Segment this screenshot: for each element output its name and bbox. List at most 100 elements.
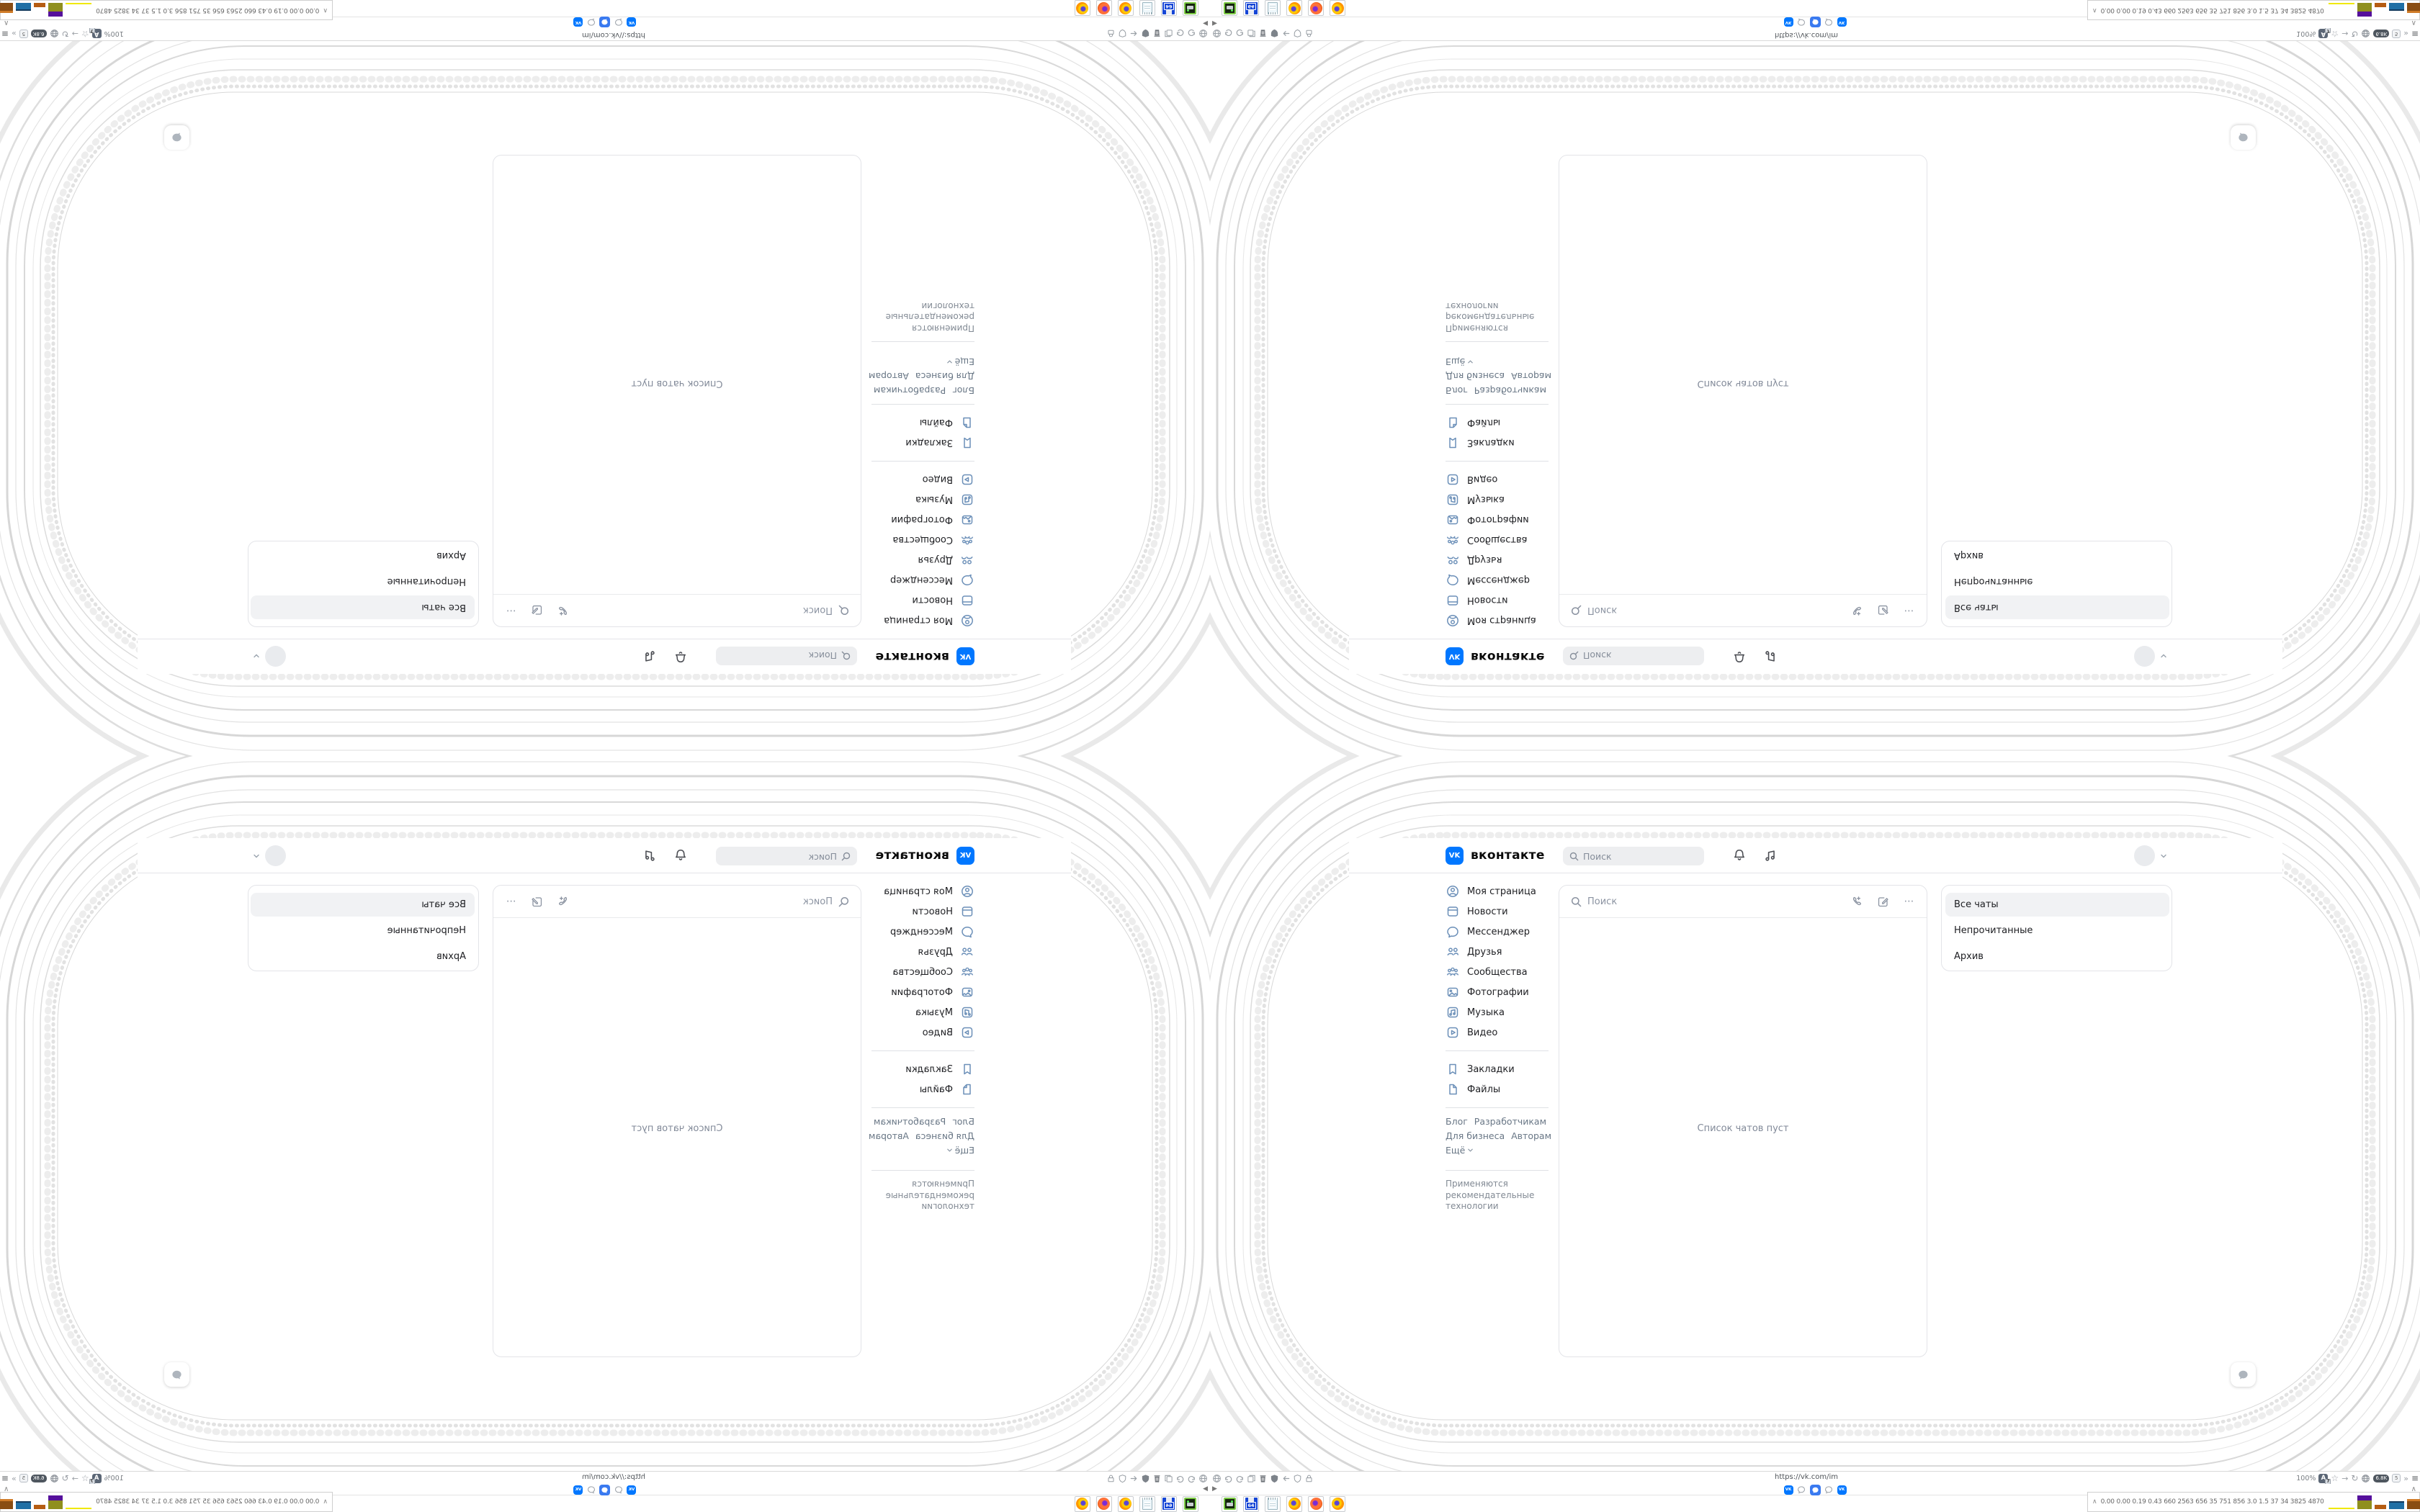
chat-search-input[interactable]: Поиск (1571, 896, 1849, 907)
sidebar-item-video[interactable]: Видео (859, 1022, 974, 1043)
hamburger-menu-icon[interactable]: ≡ (2411, 1473, 2419, 1483)
stats-badge[interactable]: 6.8K (2373, 1474, 2390, 1482)
link-more[interactable]: Ещё (1446, 1145, 1474, 1156)
link-more[interactable]: Ещё (1446, 356, 1474, 367)
header-search-input[interactable]: Поиск (1563, 847, 1704, 865)
add-call-icon[interactable] (1849, 894, 1863, 909)
link-blog[interactable]: Блог (1446, 385, 1468, 396)
copy-pages-icon[interactable] (1164, 1474, 1173, 1483)
vk-bookmark-icon[interactable]: VK (1837, 17, 1847, 27)
copy-pages-icon[interactable] (1247, 30, 1256, 39)
back-arrow-icon[interactable] (1129, 30, 1139, 39)
reload-icon[interactable]: ↻ (61, 1473, 69, 1483)
active-chat-bookmark-icon[interactable] (599, 1484, 611, 1495)
sidebar-item-messenger[interactable]: Мессенджер (859, 922, 974, 942)
sidebar-item-files[interactable]: Файлы (859, 413, 974, 433)
compose-icon[interactable] (530, 603, 544, 618)
taskbar-floppy-app[interactable]: 64 (1243, 1495, 1259, 1512)
bookmark-star-icon[interactable]: ☆ (81, 29, 89, 39)
vk-bookmark-icon[interactable]: VK (1837, 1485, 1847, 1495)
chevron-down-icon[interactable] (2160, 852, 2167, 860)
sidebar-item-friends[interactable]: Друзья (1446, 550, 1561, 570)
link-business[interactable]: Для бизнеса (1446, 1130, 1505, 1141)
more-dots-icon[interactable]: ⋯ (1904, 896, 1915, 907)
more-dots-icon[interactable]: ⋯ (505, 896, 516, 907)
taskbar-firefox-app[interactable] (1308, 0, 1324, 17)
avatar[interactable] (2134, 845, 2155, 866)
chevron-up-icon[interactable]: ∧ (2411, 1485, 2416, 1493)
taskbar-firefox-app[interactable] (1075, 1495, 1090, 1512)
vk-brand-wordmark[interactable]: вконтакте (875, 649, 949, 664)
sidebar-item-my-page[interactable]: Моя страница (1446, 881, 1561, 901)
more-dots-icon[interactable]: ⋯ (505, 605, 516, 616)
compose-icon[interactable] (530, 894, 544, 909)
sidebar-item-files[interactable]: Файлы (1446, 413, 1561, 433)
extension-badge[interactable]: 5 (2392, 30, 2401, 38)
link-more[interactable]: Ещё (946, 1145, 974, 1156)
shield-badge-icon[interactable] (1141, 1474, 1150, 1483)
filter-archive[interactable]: Архив (1954, 550, 1984, 561)
stats-badge[interactable]: 6.8K (2373, 30, 2390, 38)
sidebar-item-messenger[interactable]: Мессенджер (1446, 922, 1561, 942)
sidebar-item-my-page[interactable]: Моя страница (1446, 611, 1561, 631)
hamburger-menu-icon[interactable]: ≡ (1, 29, 9, 39)
chat-bookmark-icon[interactable] (1824, 18, 1834, 27)
hamburger-menu-icon[interactable]: ≡ (1, 1473, 9, 1483)
sidebar-item-communities[interactable]: Сообщества (1446, 530, 1561, 550)
sidebar-item-video[interactable]: Видео (1446, 1022, 1561, 1043)
extension-badge[interactable]: 5 (2392, 1474, 2401, 1482)
chat-bookmark-icon[interactable] (1797, 1485, 1806, 1495)
help-chat-button[interactable] (2231, 125, 2256, 150)
vk-bookmark-icon[interactable]: VK (573, 17, 583, 27)
shield-outline-icon[interactable] (1293, 30, 1302, 39)
sidebar-item-friends[interactable]: Друзья (859, 942, 974, 962)
globe-icon[interactable] (1198, 1474, 1208, 1483)
redo-icon[interactable] (1175, 1474, 1185, 1483)
bookmark-star-icon[interactable]: ☆ (2331, 29, 2339, 39)
sidebar-item-friends[interactable]: Друзья (1446, 942, 1561, 962)
redo-icon[interactable] (1235, 30, 1245, 39)
header-search-input[interactable]: Поиск (716, 647, 857, 665)
avatar[interactable] (265, 646, 286, 667)
active-chat-bookmark-icon[interactable] (1809, 17, 1821, 28)
vk-logo[interactable]: VK (956, 847, 974, 865)
taskbar-firefox-app[interactable] (1330, 1495, 1345, 1512)
trash-icon[interactable] (1152, 30, 1162, 39)
lock-icon[interactable] (1106, 30, 1116, 39)
link-developers[interactable]: Разработчикам (873, 385, 946, 396)
filter-all-chats[interactable]: Все чаты (1954, 602, 1999, 613)
taskbar-firefox-app[interactable] (1075, 0, 1090, 17)
forward-arrow-icon[interactable]: → (71, 29, 79, 39)
bookmark-star-icon[interactable]: ☆ (2331, 1473, 2339, 1483)
vk-bookmark-icon[interactable]: VK (1783, 1485, 1793, 1495)
help-chat-button[interactable] (2231, 1362, 2256, 1387)
taskbar-firefox-app[interactable] (1286, 1495, 1302, 1512)
vk-brand-wordmark[interactable]: вконтакте (875, 848, 949, 863)
shield-badge-icon[interactable] (1270, 1474, 1279, 1483)
taskbar-drive-app[interactable] (1183, 1495, 1198, 1512)
link-authors[interactable]: Авторам (869, 1130, 909, 1141)
globe-icon[interactable] (1212, 1474, 1222, 1483)
chat-bookmark-icon[interactable] (1797, 18, 1806, 27)
music-note-icon[interactable] (642, 649, 658, 665)
undo-icon[interactable] (1187, 30, 1196, 39)
filter-unread[interactable]: Непрочитанные (1954, 576, 2033, 587)
taskbar-drive-app[interactable] (1222, 0, 1237, 17)
taskbar-firefox-app[interactable] (1308, 1495, 1324, 1512)
taskbar-firefox-app[interactable] (1096, 1495, 1112, 1512)
taskbar-firefox-app[interactable] (1096, 0, 1112, 17)
forward-arrow-icon[interactable]: → (2341, 29, 2349, 39)
taskbar-drive-app[interactable] (1222, 1495, 1237, 1512)
vk-bookmark-icon[interactable]: VK (627, 1485, 637, 1495)
zoom-level[interactable]: 100% (2296, 30, 2316, 38)
overflow-chevrons-icon[interactable]: » (12, 29, 17, 39)
sidebar-item-communities[interactable]: Сообщества (1446, 962, 1561, 982)
lock-icon[interactable] (1106, 1474, 1116, 1483)
shield-badge-icon[interactable] (1141, 30, 1150, 39)
music-note-icon[interactable] (1762, 649, 1778, 665)
shield-outline-icon[interactable] (1293, 1474, 1302, 1483)
trash-icon[interactable] (1258, 30, 1268, 39)
vk-logo[interactable]: VK (1446, 647, 1464, 665)
